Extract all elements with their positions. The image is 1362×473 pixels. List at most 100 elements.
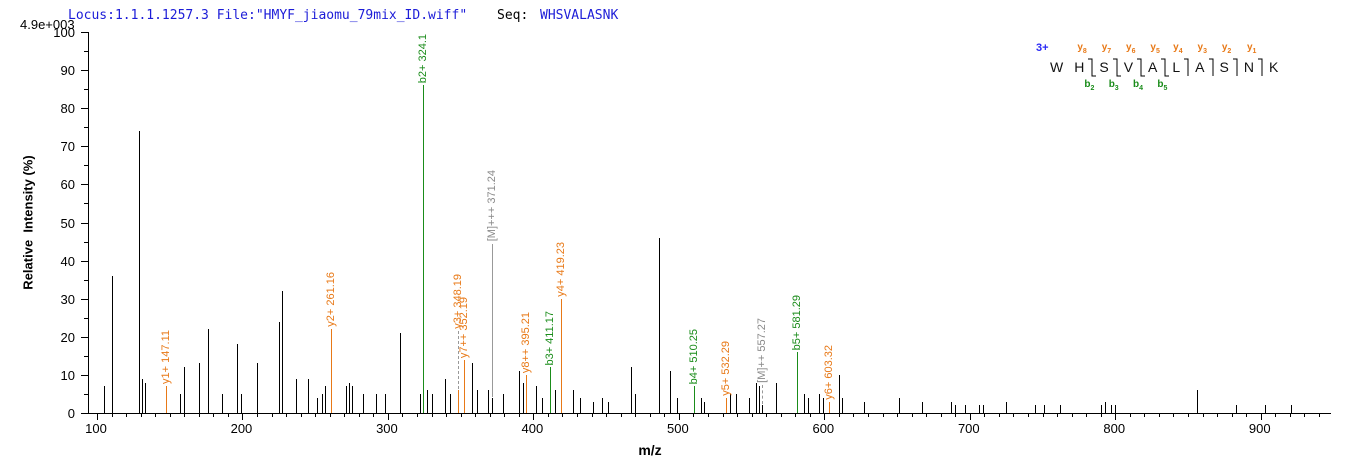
x-minor-tick xyxy=(475,413,477,417)
cleavage-mark: y6 b4 xyxy=(1126,42,1146,92)
peak xyxy=(1265,405,1267,413)
y-minor-tick xyxy=(84,279,88,281)
peak xyxy=(555,390,557,413)
peak xyxy=(278,321,280,413)
peak xyxy=(179,393,181,413)
x-minor-tick xyxy=(591,413,593,417)
precursor-charge-label: 3+ xyxy=(1036,42,1049,54)
x-major-tick xyxy=(387,413,389,420)
y-tick-label: 30 xyxy=(60,291,75,307)
y-ion-label: y7 xyxy=(1101,42,1112,55)
y-axis-title: Relative Intensity (%) xyxy=(20,155,36,290)
locus-file-header: Locus:1.1.1.1257.3 File:"HMYF_jiaomu_79m… xyxy=(68,8,468,23)
peak xyxy=(729,393,731,413)
peak xyxy=(965,405,967,413)
cleavage-mark-icon xyxy=(1137,58,1146,77)
peak xyxy=(518,371,520,413)
x-minor-tick xyxy=(1042,413,1044,417)
peak xyxy=(1236,405,1237,413)
y-major-tick xyxy=(81,336,88,338)
annotated-peak xyxy=(491,397,493,413)
peak xyxy=(363,393,365,413)
peak xyxy=(1059,405,1061,413)
peak xyxy=(1105,401,1107,413)
peak-label: b3+ 411.17 xyxy=(543,310,556,366)
peak xyxy=(735,393,737,413)
x-minor-tick xyxy=(1231,413,1233,417)
x-minor-tick xyxy=(1289,413,1291,417)
y-ion-label: y3 xyxy=(1197,42,1207,55)
peak xyxy=(427,390,429,413)
x-tick-label: 800 xyxy=(1103,421,1126,436)
x-minor-tick xyxy=(460,413,462,417)
x-tick-label: 500 xyxy=(667,421,689,436)
x-minor-tick xyxy=(402,413,404,417)
x-minor-tick xyxy=(300,413,302,417)
x-minor-tick xyxy=(198,413,200,417)
x-major-tick xyxy=(242,413,244,420)
residue-letter: L xyxy=(1172,59,1181,75)
x-minor-tick xyxy=(184,413,186,417)
peak xyxy=(348,382,350,413)
y-ion-label: y8 xyxy=(1077,42,1087,55)
x-minor-tick xyxy=(1318,413,1320,417)
x-minor-tick xyxy=(315,413,317,417)
peak xyxy=(593,401,595,413)
peak-label: b5+ 581.29 xyxy=(791,294,804,351)
peak-label: y4+ 419.23 xyxy=(555,241,568,297)
spectrum-plot-area: y1+ 147.11 y2+ 261.16 b2+ 324.1 y3+ 348.19 y… xyxy=(81,32,1331,420)
peak xyxy=(351,386,353,413)
annotated-peak xyxy=(829,401,831,413)
peak-label: y6+ 603.32 xyxy=(823,344,836,400)
x-tick-label: 900 xyxy=(1248,421,1271,436)
x-minor-tick xyxy=(897,413,899,417)
peak xyxy=(281,291,283,413)
annotated-peak xyxy=(561,298,563,413)
x-minor-tick xyxy=(431,413,433,417)
peak xyxy=(1035,405,1037,413)
y-ion-label: y4 xyxy=(1173,42,1183,55)
x-minor-tick xyxy=(344,413,346,417)
peak xyxy=(1043,405,1045,413)
peak xyxy=(345,386,347,413)
y-tick-label: 100 xyxy=(53,25,75,40)
peak xyxy=(450,393,452,413)
peak xyxy=(776,382,778,413)
x-minor-tick xyxy=(1027,413,1029,417)
peak xyxy=(523,382,525,413)
y-tick-label: 70 xyxy=(60,139,75,155)
residue-letter: S xyxy=(1099,59,1109,75)
residue-letter: K xyxy=(1268,59,1279,75)
x-major-tick xyxy=(824,413,826,420)
peak xyxy=(921,401,923,413)
peak xyxy=(385,393,387,413)
b-ion-label: b3 xyxy=(1108,79,1119,92)
x-minor-tick xyxy=(329,413,331,417)
y-tick-label: 50 xyxy=(60,215,75,231)
cleavage-mark-icon xyxy=(1088,58,1097,77)
peak xyxy=(207,329,209,413)
peak xyxy=(748,397,750,413)
cleavage-mark: y1 xyxy=(1247,42,1266,77)
x-minor-tick xyxy=(707,413,709,417)
x-minor-tick xyxy=(562,413,564,417)
y-major-tick xyxy=(81,184,88,186)
peak xyxy=(222,393,224,413)
x-minor-tick xyxy=(1013,413,1015,417)
y-major-tick xyxy=(81,70,88,72)
peak xyxy=(677,397,679,413)
label-leader-line xyxy=(458,331,460,390)
x-minor-tick xyxy=(620,413,622,417)
x-minor-tick xyxy=(1057,413,1059,417)
peak xyxy=(1100,405,1102,413)
x-minor-tick xyxy=(693,413,695,417)
peak xyxy=(198,363,200,413)
x-minor-tick xyxy=(358,413,360,417)
y-minor-tick xyxy=(84,89,88,91)
x-minor-tick xyxy=(504,413,506,417)
peak-label: y8++ 395.21 xyxy=(520,311,533,373)
cleavage-mark-icon xyxy=(1232,58,1238,76)
peak xyxy=(700,397,702,413)
peak xyxy=(431,393,433,413)
